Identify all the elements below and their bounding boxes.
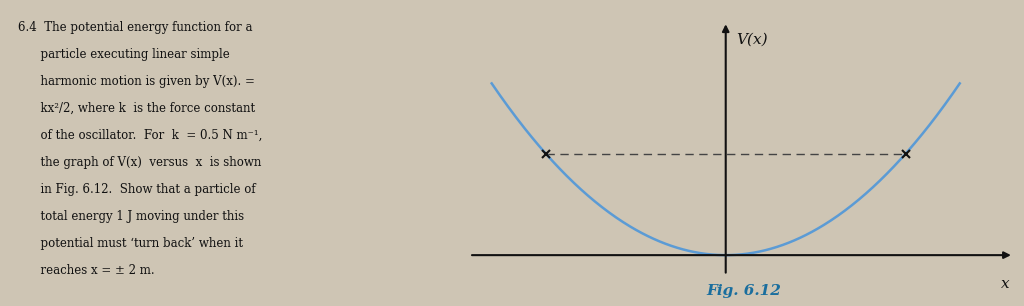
Text: 6.4  The potential energy function for a: 6.4 The potential energy function for a bbox=[17, 21, 252, 34]
Text: x: x bbox=[1000, 278, 1010, 292]
Text: V(x): V(x) bbox=[736, 33, 768, 47]
Text: total energy 1 J moving under this: total energy 1 J moving under this bbox=[17, 210, 244, 223]
Text: in Fig. 6.12.  Show that a particle of: in Fig. 6.12. Show that a particle of bbox=[17, 183, 255, 196]
Text: reaches x = ± 2 m.: reaches x = ± 2 m. bbox=[17, 264, 155, 277]
Text: of the oscillator.  For  k  = 0.5 N m⁻¹,: of the oscillator. For k = 0.5 N m⁻¹, bbox=[17, 129, 262, 142]
Text: particle executing linear simple: particle executing linear simple bbox=[17, 48, 229, 61]
Text: Fig. 6.12: Fig. 6.12 bbox=[707, 284, 781, 298]
Text: kx²/2, where k  is the force constant: kx²/2, where k is the force constant bbox=[17, 102, 255, 115]
Text: harmonic motion is given by V(x). =: harmonic motion is given by V(x). = bbox=[17, 75, 255, 88]
Text: potential must ‘turn back’ when it: potential must ‘turn back’ when it bbox=[17, 237, 243, 250]
Text: the graph of V(x)  versus  x  is shown: the graph of V(x) versus x is shown bbox=[17, 156, 261, 169]
